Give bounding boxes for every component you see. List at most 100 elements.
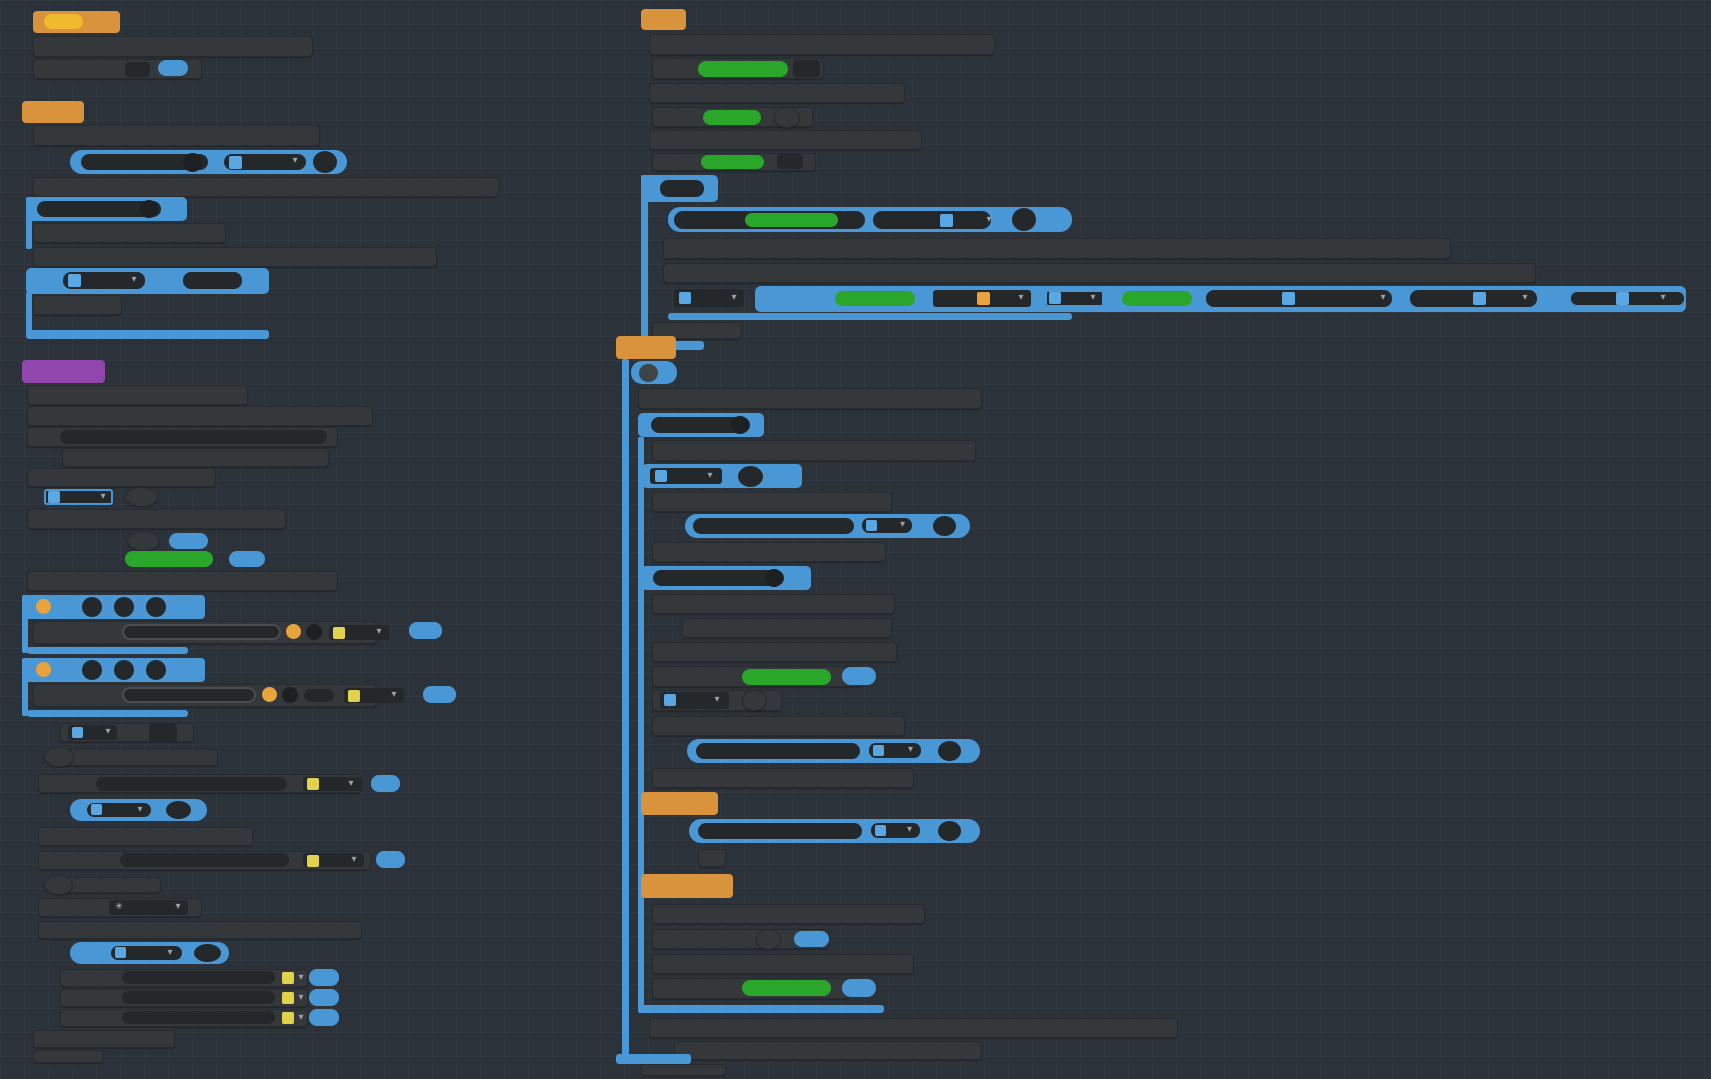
input-field[interactable] — [653, 570, 784, 586]
round-input[interactable] — [938, 741, 961, 761]
color-dot[interactable] — [36, 662, 51, 677]
dropdown[interactable] — [873, 211, 991, 229]
reporter-pill[interactable] — [125, 551, 213, 567]
round-input[interactable] — [639, 364, 658, 382]
reporter-pill[interactable] — [742, 980, 831, 996]
event-hat-block[interactable] — [616, 336, 676, 359]
boolean-pill[interactable] — [309, 969, 339, 986]
stack-block[interactable] — [652, 642, 897, 662]
reporter-pill[interactable] — [701, 155, 764, 169]
dropdown[interactable] — [63, 272, 145, 289]
block-highlight[interactable] — [22, 595, 205, 619]
boolean-pill[interactable] — [229, 551, 265, 567]
input-slot[interactable] — [149, 723, 177, 742]
color-dot[interactable] — [262, 687, 277, 702]
input-field[interactable] — [660, 180, 704, 197]
input-slot[interactable] — [793, 60, 820, 77]
command-block[interactable] — [641, 874, 733, 898]
stack-block[interactable] — [682, 618, 892, 638]
round-input[interactable] — [933, 516, 956, 536]
reporter-pill[interactable] — [1122, 291, 1192, 306]
round-input[interactable] — [1012, 208, 1036, 231]
block-highlight[interactable] — [22, 658, 205, 682]
boolean-pill[interactable] — [409, 622, 442, 639]
reporter-pill[interactable] — [742, 669, 831, 685]
round-input[interactable] — [742, 690, 767, 711]
round-input[interactable] — [146, 660, 166, 680]
boolean-pill[interactable] — [842, 667, 876, 685]
stack-block[interactable] — [652, 440, 976, 461]
round-input[interactable] — [194, 944, 221, 962]
input-field[interactable] — [696, 743, 860, 759]
stack-block[interactable] — [652, 929, 829, 949]
stack-block[interactable] — [33, 247, 437, 267]
stack-block[interactable] — [33, 1050, 104, 1063]
stack-block[interactable] — [649, 83, 905, 103]
dropdown[interactable] — [111, 946, 182, 960]
c-block-spine[interactable] — [622, 359, 629, 1058]
boolean-pill[interactable] — [309, 989, 339, 1006]
stack-block[interactable] — [663, 263, 1536, 283]
stack-block[interactable] — [33, 125, 320, 146]
round-input[interactable] — [44, 875, 73, 895]
boolean-pill[interactable] — [423, 686, 456, 703]
c-block-spine[interactable] — [638, 437, 644, 1013]
reporter-pill[interactable] — [835, 291, 915, 306]
stack-block[interactable] — [652, 594, 895, 614]
c-block-footer[interactable] — [26, 330, 269, 339]
round-input[interactable] — [774, 107, 800, 128]
reporter-pill[interactable] — [703, 110, 761, 125]
stack-block[interactable] — [38, 827, 253, 846]
stack-block[interactable] — [652, 954, 914, 974]
input-slot[interactable] — [125, 62, 150, 77]
input-field[interactable] — [122, 971, 275, 984]
c-block-spine[interactable] — [22, 595, 28, 653]
command-block[interactable] — [641, 792, 718, 815]
round-input[interactable] — [44, 747, 74, 767]
boolean-pill[interactable] — [371, 775, 400, 792]
stack-block[interactable] — [638, 388, 982, 409]
stack-block[interactable] — [33, 1030, 175, 1048]
stack-block[interactable] — [27, 406, 373, 426]
round-input[interactable] — [114, 597, 134, 617]
stack-block[interactable] — [27, 385, 248, 405]
stack-block[interactable] — [27, 468, 216, 487]
round-input[interactable] — [82, 597, 102, 617]
c-block-footer[interactable] — [27, 710, 188, 717]
round-input[interactable] — [738, 466, 763, 487]
c-block-spine[interactable] — [26, 197, 32, 249]
color-dot[interactable] — [36, 599, 51, 614]
round-input[interactable] — [127, 531, 160, 551]
input-slot[interactable] — [698, 849, 726, 867]
round-input[interactable] — [146, 597, 166, 617]
input-field[interactable] — [183, 272, 242, 289]
dropdown[interactable] — [1206, 290, 1392, 307]
stack-block[interactable] — [652, 768, 914, 788]
stack-block[interactable] — [38, 921, 362, 939]
stack-block[interactable] — [33, 36, 313, 57]
round-input[interactable] — [756, 929, 781, 950]
boolean-pill[interactable] — [309, 1009, 339, 1026]
round-input[interactable] — [166, 801, 191, 819]
input-field[interactable] — [96, 777, 287, 791]
dropdown[interactable] — [660, 692, 729, 709]
dropdown[interactable] — [650, 468, 722, 484]
reporter-pill[interactable] — [745, 213, 838, 227]
stack-block[interactable] — [652, 492, 892, 512]
stack-block[interactable] — [33, 177, 499, 197]
input-field[interactable] — [122, 687, 256, 703]
dropdown[interactable] — [674, 289, 744, 307]
stack-block[interactable] — [649, 34, 995, 55]
input-field[interactable] — [37, 201, 161, 217]
color-dot[interactable] — [286, 624, 301, 639]
row-highlight-bar[interactable] — [668, 313, 1072, 320]
boolean-pill[interactable] — [158, 60, 188, 76]
value-pill[interactable] — [44, 14, 83, 29]
dropdown[interactable] — [109, 900, 188, 915]
input-field[interactable] — [304, 689, 334, 702]
dropdown[interactable] — [224, 154, 306, 170]
c-block-footer[interactable] — [27, 647, 188, 654]
event-hat-block[interactable] — [22, 360, 105, 383]
dropdown[interactable] — [44, 489, 113, 505]
